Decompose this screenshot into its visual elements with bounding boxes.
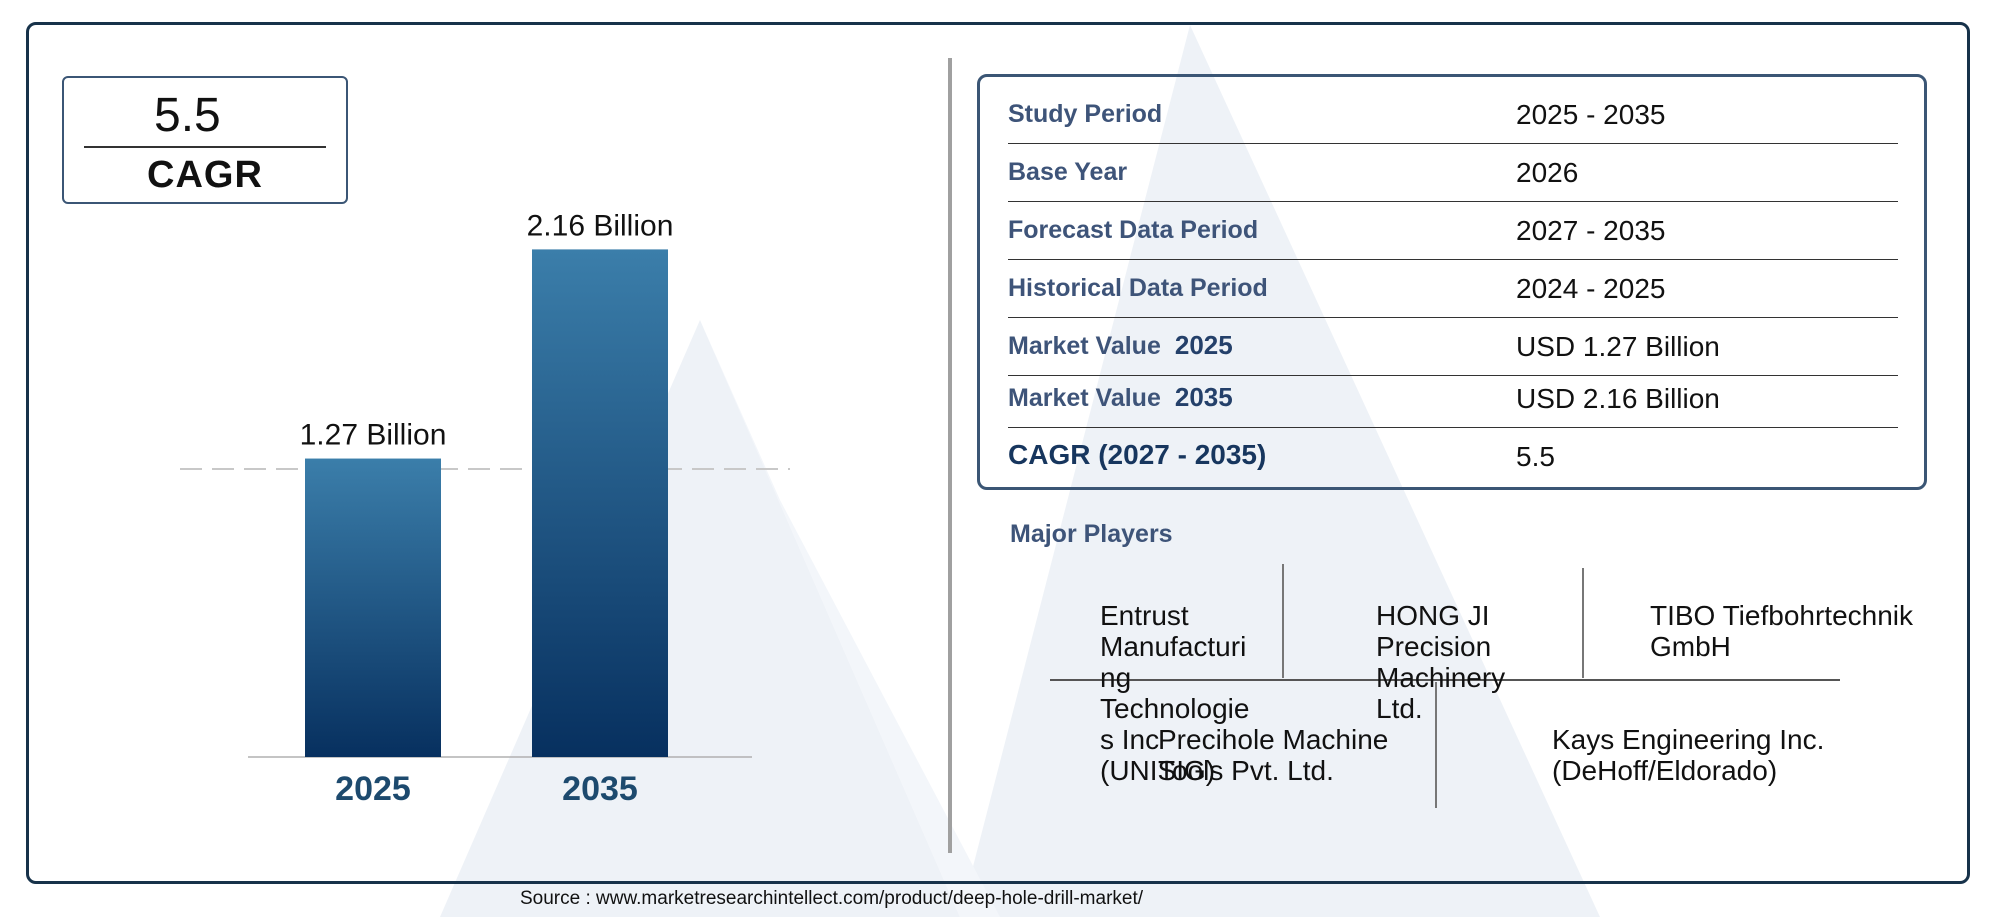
info-value: 2025 - 2035 xyxy=(1516,99,1666,130)
bar-data-label: 2.16 Billion xyxy=(527,209,674,242)
source-note: Source : www.marketresearchintellect.com… xyxy=(520,888,1144,909)
info-row-market-value-2025: Market Value 2025 USD 1.27 Billion xyxy=(1008,317,1898,376)
players-divider xyxy=(1282,564,1284,678)
x-tick-label: 2035 xyxy=(562,770,638,808)
players-divider xyxy=(1050,679,1840,681)
major-players-title: Major Players xyxy=(1010,520,1173,548)
info-value: 5.5 xyxy=(1516,441,1555,472)
info-row-forecast-period: Forecast Data Period 2027 - 2035 xyxy=(1008,201,1898,260)
info-label: Market Value 2025 xyxy=(1008,330,1233,360)
market-info-table: Study Period 2025 - 2035 Base Year 2026 … xyxy=(977,74,1927,490)
cagr-value: 5.5 xyxy=(154,89,221,142)
info-value: USD 2.16 Billion xyxy=(1516,383,1720,414)
info-value: 2026 xyxy=(1516,157,1579,188)
player-tibo: TIBO Tiefbohrtechnik GmbH xyxy=(1650,600,1914,662)
x-tick-label: 2025 xyxy=(335,770,411,808)
info-label: Historical Data Period xyxy=(1008,274,1268,302)
info-row-study-period: Study Period 2025 - 2035 xyxy=(1008,77,1898,144)
player-kays: Kays Engineering Inc. (DeHoff/Eldorado) xyxy=(1552,724,1825,786)
player-hong-ji: HONG JI Precision Machinery Ltd. xyxy=(1376,600,1506,724)
cagr-label: CAGR xyxy=(147,154,263,196)
info-label: Base Year xyxy=(1008,158,1128,186)
bar-2035 xyxy=(532,249,668,757)
player-precihole: Precihole Machine Tools Pvt. Ltd. xyxy=(1158,724,1389,786)
info-year: 2025 xyxy=(1174,330,1233,360)
info-row-market-value-2035: Market Value 2035 USD 2.16 Billion xyxy=(1008,375,1898,428)
cagr-card: 5.5 CAGR xyxy=(62,76,348,204)
players-divider xyxy=(1582,568,1584,678)
info-label: Forecast Data Period xyxy=(1008,216,1259,244)
outer-frame xyxy=(26,22,1970,884)
bar-2025 xyxy=(305,458,441,757)
info-value: 2027 - 2035 xyxy=(1516,215,1666,246)
info-label: Market Value 2035 xyxy=(1008,382,1233,412)
info-row-cagr: CAGR (2027 - 2035) 5.5 xyxy=(1008,427,1898,485)
player-entrust: Entrust Manufacturi ng Technologie s Inc… xyxy=(1100,600,1250,786)
info-value: USD 1.27 Billion xyxy=(1516,331,1720,362)
info-label: CAGR (2027 - 2035) xyxy=(1008,439,1267,470)
info-label: Study Period xyxy=(1008,100,1163,128)
info-row-historical-period: Historical Data Period 2024 - 2025 xyxy=(1008,259,1898,318)
market-bar-chart: 1.27 Billion 2025 2.16 Billion 2035 xyxy=(180,209,790,808)
bar-data-label: 1.27 Billion xyxy=(300,419,447,452)
players-divider xyxy=(1435,682,1437,808)
info-value: 2024 - 2025 xyxy=(1516,273,1666,304)
info-row-base-year: Base Year 2026 xyxy=(1008,143,1898,202)
info-year: 2035 xyxy=(1174,382,1233,412)
cagr-divider xyxy=(84,146,326,148)
vertical-divider xyxy=(948,58,952,853)
